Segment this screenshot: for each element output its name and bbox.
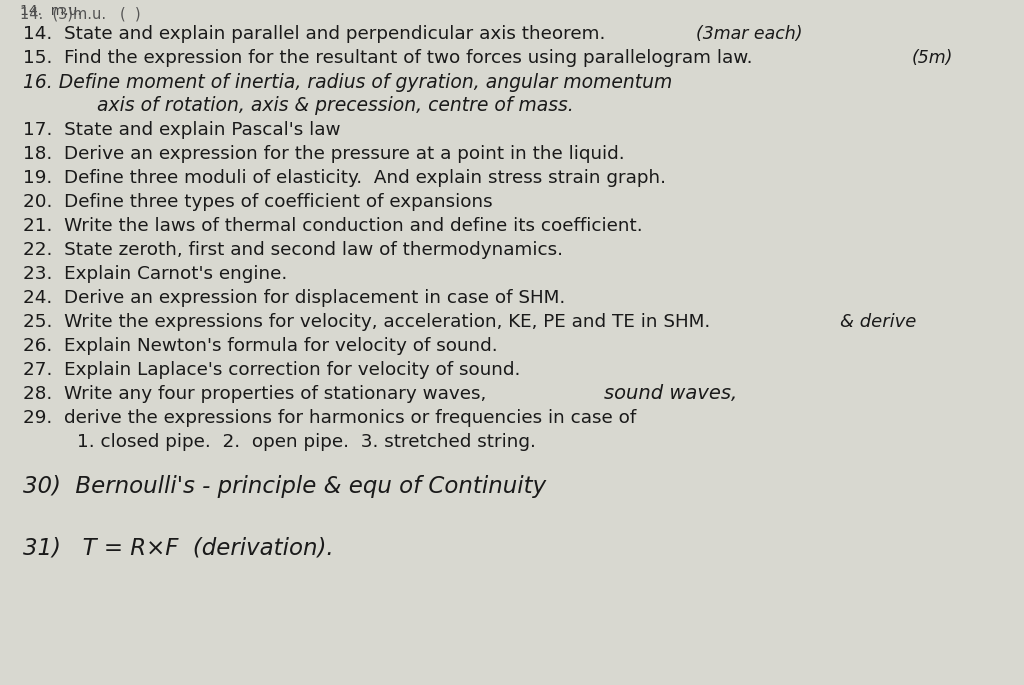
Text: (5m): (5m) xyxy=(911,49,952,66)
Text: 16. Define moment of inertia, radius of gyration, angular momentum: 16. Define moment of inertia, radius of … xyxy=(23,73,672,92)
Text: 15.  Find the expression for the resultant of two forces using parallelogram law: 15. Find the expression for the resultan… xyxy=(23,49,752,66)
Text: 22.  State zeroth, first and second law of thermodynamics.: 22. State zeroth, first and second law o… xyxy=(23,241,562,259)
Text: 30)  Bernoulli's - principle & equ of Continuity: 30) Bernoulli's - principle & equ of Con… xyxy=(23,475,546,498)
Text: 29.  derive the expressions for harmonics or frequencies in case of: 29. derive the expressions for harmonics… xyxy=(23,409,636,427)
Text: sound waves,: sound waves, xyxy=(604,384,737,403)
Text: 1. closed pipe.  2.  open pipe.  3. stretched string.: 1. closed pipe. 2. open pipe. 3. stretch… xyxy=(77,433,536,451)
Text: 20.  Define three types of coefficient of expansions: 20. Define three types of coefficient of… xyxy=(23,193,493,211)
Text: axis of rotation, axis & precession, centre of mass.: axis of rotation, axis & precession, cen… xyxy=(97,96,574,115)
Text: 19.  Define three moduli of elasticity.  And explain stress strain graph.: 19. Define three moduli of elasticity. A… xyxy=(23,169,666,187)
Text: 17.  State and explain Pascal's law: 17. State and explain Pascal's law xyxy=(23,121,340,139)
Text: (3mar each): (3mar each) xyxy=(696,25,803,42)
Text: 23.  Explain Carnot's engine.: 23. Explain Carnot's engine. xyxy=(23,265,287,283)
Text: 14.  State and explain parallel and perpendicular axis theorem.: 14. State and explain parallel and perpe… xyxy=(23,25,605,42)
Text: 14.  m.u.: 14. m.u. xyxy=(20,4,82,18)
Text: 28.  Write any four properties of stationary waves,: 28. Write any four properties of station… xyxy=(23,385,485,403)
Text: & derive: & derive xyxy=(840,313,916,331)
Text: 27.  Explain Laplace's correction for velocity of sound.: 27. Explain Laplace's correction for vel… xyxy=(23,361,520,379)
Text: 18.  Derive an expression for the pressure at a point in the liquid.: 18. Derive an expression for the pressur… xyxy=(23,145,625,163)
Text: 14.  (3)m.u.   (  ): 14. (3)m.u. ( ) xyxy=(20,6,141,21)
Text: 24.  Derive an expression for displacement in case of SHM.: 24. Derive an expression for displacemen… xyxy=(23,289,565,307)
Text: 31)   T = R×F  (derivation).: 31) T = R×F (derivation). xyxy=(23,536,333,560)
Text: 25.  Write the expressions for velocity, acceleration, KE, PE and TE in SHM.: 25. Write the expressions for velocity, … xyxy=(23,313,710,331)
Text: 26.  Explain Newton's formula for velocity of sound.: 26. Explain Newton's formula for velocit… xyxy=(23,337,498,355)
Text: 21.  Write the laws of thermal conduction and define its coefficient.: 21. Write the laws of thermal conduction… xyxy=(23,217,642,235)
